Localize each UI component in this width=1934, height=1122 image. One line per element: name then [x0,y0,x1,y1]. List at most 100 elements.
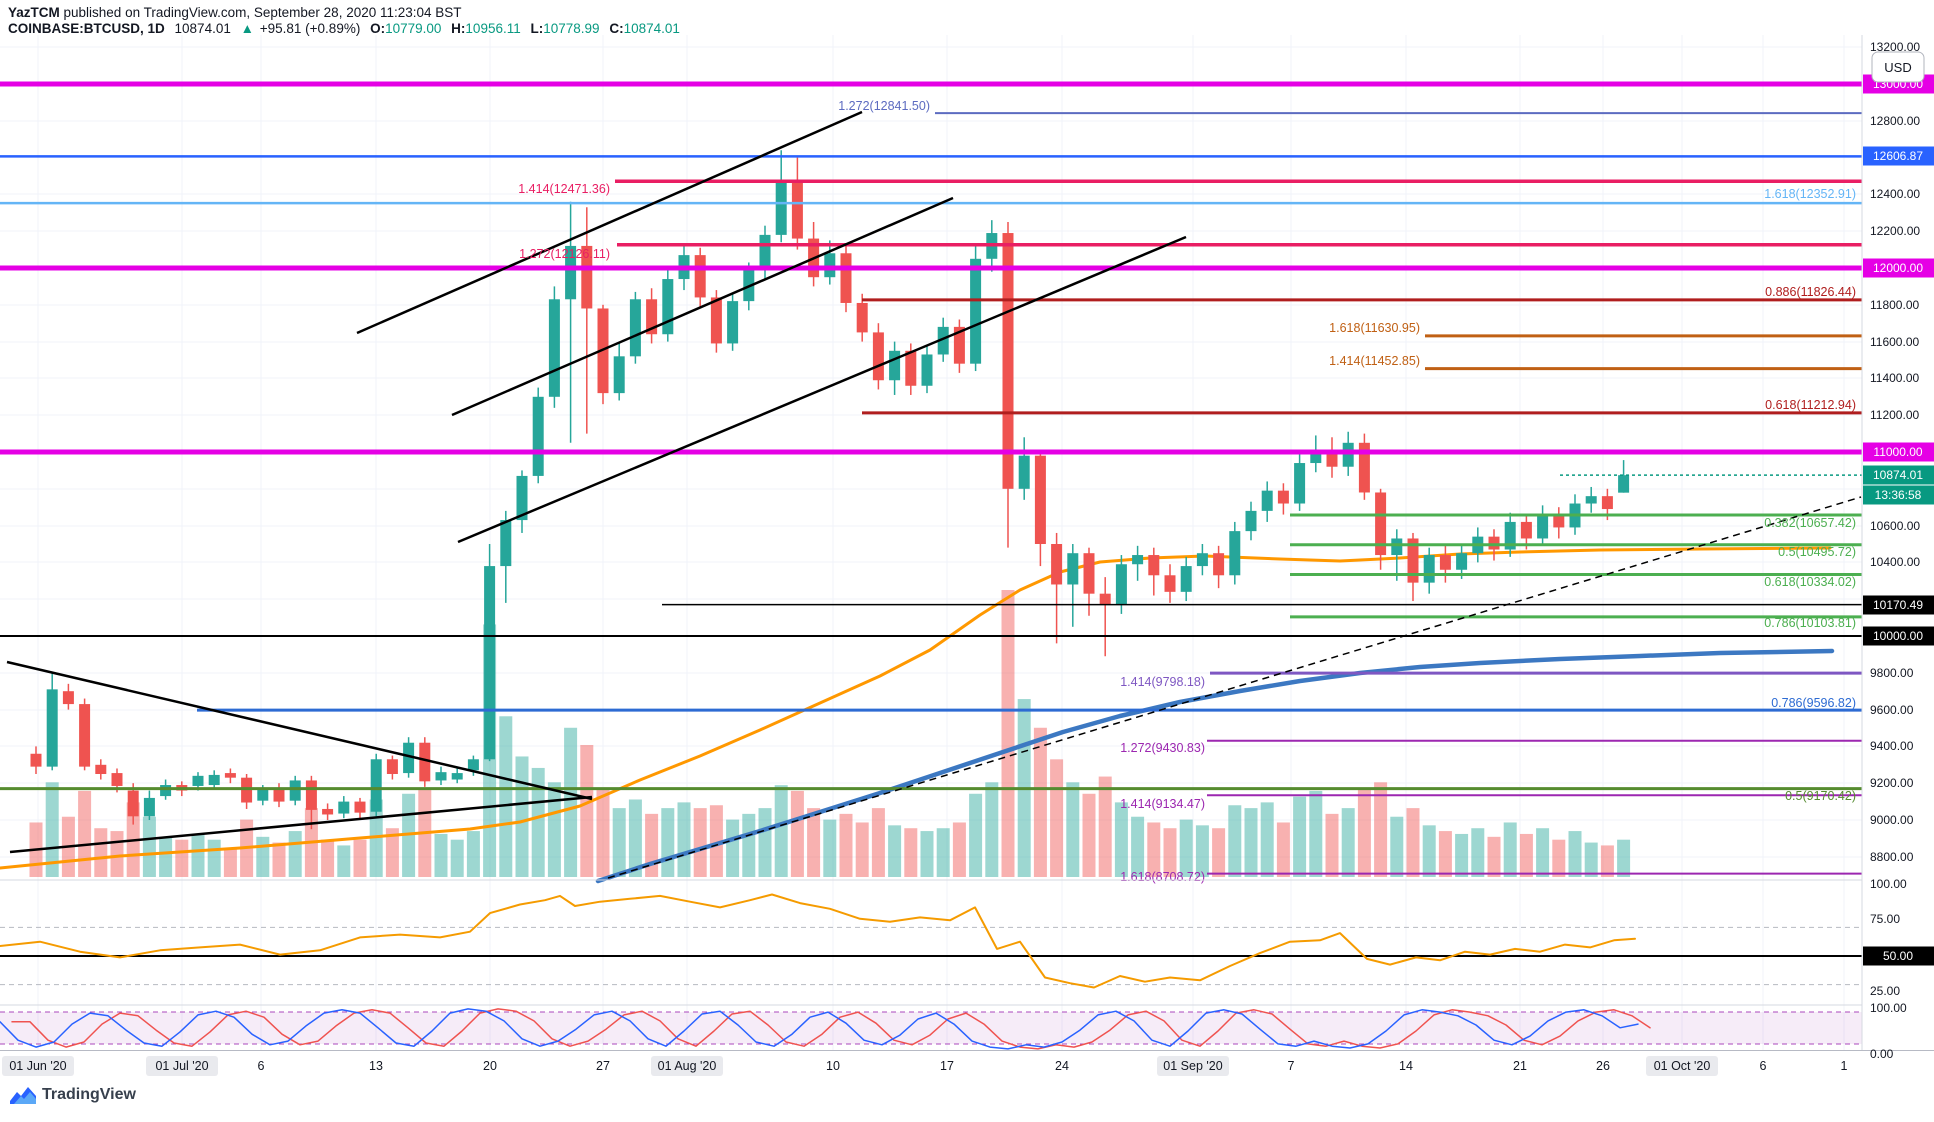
fib-label: 0.5(9170.42) [1785,789,1856,803]
time-tick: 01 Oct '20 [1654,1059,1711,1073]
indicator-tick: 25.00 [1870,984,1900,998]
month-chip [1646,1056,1718,1076]
time-axis[interactable]: 01 Jun '20 01 Jul '20 6 13 20 27 01 Aug '20 10 1… [2,1056,1848,1076]
volume-bar [175,839,189,877]
volume-bar [1066,782,1080,877]
price-tick: 11600.00 [1870,335,1919,349]
svg-text:50.00: 50.00 [1883,949,1913,963]
volume-bar [1179,819,1193,877]
month-chip [2,1056,74,1076]
volume-bar [904,828,918,877]
volume-bar [1212,828,1226,877]
price-levels[interactable] [0,81,1862,875]
close-label: C: [609,21,624,36]
candle [160,785,172,797]
fib-label: 0.886(11826.44) [1765,285,1856,299]
candle [824,253,836,278]
volume-bar [952,822,966,877]
fib-label: 1.414(11452.85) [1329,354,1420,368]
volume-bar [191,833,205,877]
fib-label: 1.414(9134.47) [1120,797,1205,811]
candle [127,790,139,817]
open-label: O: [370,21,386,36]
volume-bar [839,813,853,877]
volume-bars [29,590,1631,877]
volume-bar [823,819,837,877]
candle [1196,553,1208,567]
fib-label: 1.272(12841.50) [838,99,930,113]
price-tick: 9000.00 [1870,813,1914,827]
volume-bar [78,790,92,877]
candle [1051,544,1063,585]
candle [1132,555,1144,565]
time-tick: 24 [1055,1059,1069,1073]
volume-bar [1309,790,1323,877]
volume-bar [450,839,464,877]
volume-bar [256,836,270,877]
candle [1164,575,1176,592]
time-tick: 20 [483,1059,497,1073]
volume-bar [1276,822,1290,877]
volume-bar [434,833,448,877]
trendlines[interactable] [6,110,1862,879]
volume-bar [1455,833,1469,877]
volume-bar [337,845,351,877]
stoch-d-line [11,1008,1651,1050]
triangle-lower [9,795,593,854]
publish-info-line: YazTCM published on TradingView.com, Sep… [8,4,462,21]
volume-bar [1503,822,1517,877]
candle [1601,496,1613,510]
fib-label: 1.414(12471.36) [518,182,610,196]
price-tick: 9600.00 [1870,703,1914,717]
candle [1375,492,1387,556]
price-badge [1863,442,1934,462]
stoch-pane [0,1008,1862,1050]
candle [289,780,301,801]
dashed-trendline [607,496,1862,879]
time-tick: 27 [596,1059,610,1073]
price-axis[interactable]: 13200.00 12800.00 12400.00 12200.00 11800.00… [1863,40,1934,1061]
candle [1002,233,1014,489]
time-tick: 01 Jul '20 [155,1059,208,1073]
candle [1585,496,1597,504]
candle [1358,442,1370,493]
high-value: 10956.11 [465,21,521,36]
fib-label: 0.5(10495.72) [1778,545,1856,559]
price-tick: 12400.00 [1870,187,1920,201]
volume-bar [855,822,869,877]
volume-bar [661,808,675,877]
rsi-pane [0,893,1862,989]
open-value: 10779.00 [385,21,442,36]
volume-bar [726,819,740,877]
volume-bar [985,782,999,877]
volume-bar [1050,759,1064,877]
volume-bar [515,756,529,877]
high-label: H: [451,21,466,36]
price-tick: 13200.00 [1870,40,1920,54]
candle [1180,566,1192,592]
volume-bar [321,839,335,877]
volume-bar [1033,727,1047,877]
price-badge [1863,485,1934,505]
tradingview-branding[interactable]: TradingView [10,1086,136,1104]
volume-bar [871,808,885,877]
volume-bar [288,831,302,877]
candle [143,797,155,817]
volume-bar [1422,825,1436,877]
currency-button-label: USD [1884,60,1911,75]
price-tick: 9800.00 [1870,666,1914,680]
candle [95,764,107,774]
pane-separators[interactable] [0,35,1934,1051]
volume-bar [223,848,237,877]
currency-button[interactable]: USD [1871,51,1925,83]
candle [889,350,901,381]
candle [856,302,868,333]
candle [1310,450,1322,464]
price-tick: 9400.00 [1870,739,1914,753]
time-tick: 7 [1288,1059,1295,1073]
candle [1520,521,1532,539]
candle [581,245,593,309]
price-badge [1863,626,1934,646]
volume-bar [612,808,626,877]
